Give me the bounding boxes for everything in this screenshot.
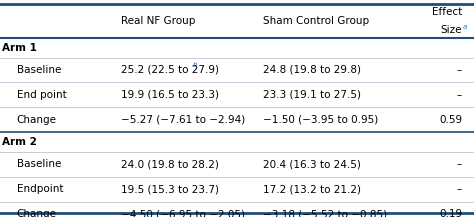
Text: Change: Change <box>17 209 56 217</box>
Text: –: – <box>457 90 462 100</box>
Text: a: a <box>463 24 467 30</box>
Text: Real NF Group: Real NF Group <box>121 16 195 26</box>
Text: Sham Control Group: Sham Control Group <box>263 16 369 26</box>
Text: Size: Size <box>441 25 462 35</box>
Text: Baseline: Baseline <box>17 65 61 75</box>
Text: −4.50 (−6.95 to −2.05): −4.50 (−6.95 to −2.05) <box>121 209 245 217</box>
Text: −3.18 (−5.52 to −0.85): −3.18 (−5.52 to −0.85) <box>263 209 387 217</box>
Text: Change: Change <box>17 115 56 125</box>
Text: 20.4 (16.3 to 24.5): 20.4 (16.3 to 24.5) <box>263 159 361 169</box>
Text: −1.50 (−3.95 to 0.95): −1.50 (−3.95 to 0.95) <box>263 115 378 125</box>
Text: −5.27 (−7.61 to −2.94): −5.27 (−7.61 to −2.94) <box>121 115 245 125</box>
Text: Arm 1: Arm 1 <box>2 43 37 53</box>
Text: 24.0 (19.8 to 28.2): 24.0 (19.8 to 28.2) <box>121 159 219 169</box>
Text: Effect: Effect <box>432 7 462 17</box>
Text: 24.8 (19.8 to 29.8): 24.8 (19.8 to 29.8) <box>263 65 361 75</box>
Text: Endpoint: Endpoint <box>17 184 63 194</box>
Text: –: – <box>457 65 462 75</box>
Text: 0.19: 0.19 <box>439 209 462 217</box>
Text: 23.3 (19.1 to 27.5): 23.3 (19.1 to 27.5) <box>263 90 361 100</box>
Text: –: – <box>457 159 462 169</box>
Text: b: b <box>193 62 197 68</box>
Text: 19.5 (15.3 to 23.7): 19.5 (15.3 to 23.7) <box>121 184 219 194</box>
Text: 25.2 (22.5 to 27.9): 25.2 (22.5 to 27.9) <box>121 65 219 75</box>
Text: 17.2 (13.2 to 21.2): 17.2 (13.2 to 21.2) <box>263 184 361 194</box>
Text: End point: End point <box>17 90 66 100</box>
Text: 19.9 (16.5 to 23.3): 19.9 (16.5 to 23.3) <box>121 90 219 100</box>
Text: Baseline: Baseline <box>17 159 61 169</box>
Text: –: – <box>457 184 462 194</box>
Text: Arm 2: Arm 2 <box>2 137 37 147</box>
Text: 0.59: 0.59 <box>439 115 462 125</box>
